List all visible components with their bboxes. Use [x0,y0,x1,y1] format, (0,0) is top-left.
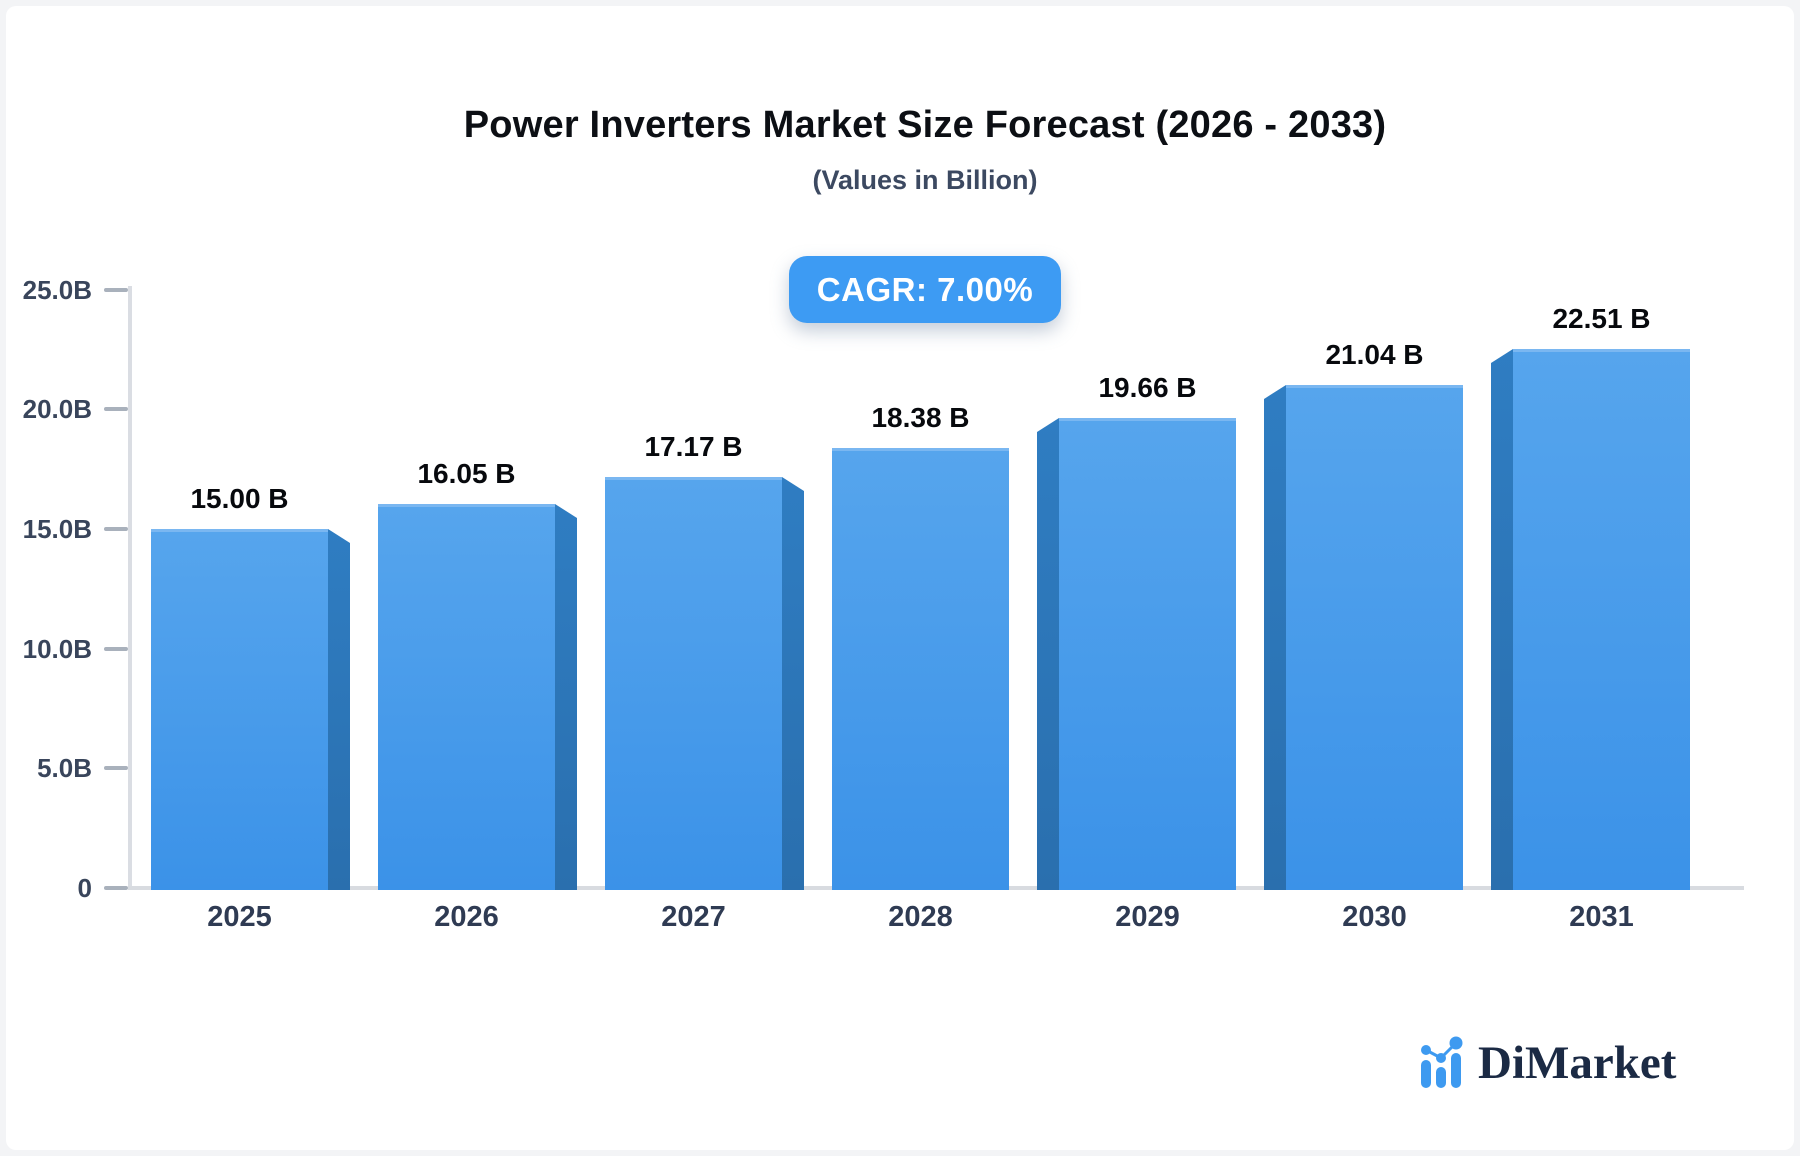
x-axis-label: 2031 [1569,901,1634,933]
y-axis-tick: 25.0B [0,274,130,306]
y-axis-tick-dash [104,886,128,890]
x-axis-label: 2026 [434,901,499,933]
y-axis-tick-label: 25.0B [22,275,92,305]
bar [1286,385,1463,890]
bar-3d-side [555,504,577,890]
bar-value-label: 17.17 B [644,431,743,462]
y-axis-tick-dash [104,527,128,531]
chart-subtitle: (Values in Billion) [812,165,1038,195]
bar [1513,349,1690,890]
bar [378,504,555,890]
y-axis-tick: 15.0B [0,513,130,545]
bar-group: 21.04 B 2030 [1264,0,1485,1156]
bar [832,448,1009,890]
y-axis-tick: 0 [0,872,130,904]
cagr-badge: CAGR: 7.00% [789,256,1061,323]
y-axis-tick-label: 0 [77,873,92,903]
chart-header: Power Inverters Market Size Forecast (20… [110,0,1740,196]
y-axis-tick-dash [104,766,128,770]
bar-group: 22.51 B 2031 [1491,0,1712,1156]
bar-value-label: 21.04 B [1325,339,1424,370]
bar-value-label: 16.05 B [417,458,516,489]
y-axis-tick-dash [104,407,128,411]
y-axis-tick: 5.0B [0,752,130,784]
bar-value-label: 22.51 B [1552,303,1651,334]
x-axis-label: 2028 [888,901,953,933]
y-axis-tick-label: 10.0B [22,634,92,664]
x-axis-label: 2025 [207,901,272,933]
x-axis-label: 2027 [661,901,726,933]
bar-3d-side [782,477,804,890]
y-axis-tick-label: 5.0B [37,753,92,783]
bar-value-label: 18.38 B [871,402,970,433]
chart-title: Power Inverters Market Size Forecast (20… [463,104,1387,146]
bar-group: 16.05 B 2026 [356,0,577,1156]
bar-group: 18.38 B 2028 [810,0,1031,1156]
bar [1059,418,1236,890]
bar-group: 19.66 B 2029 [1037,0,1258,1156]
brand-name: DiMarket [1478,1037,1677,1089]
y-axis-tick: 20.0B [0,393,130,425]
bar [605,477,782,890]
mini-bar-line-chart-icon [1421,1036,1463,1088]
x-axis-label: 2030 [1342,901,1407,933]
y-axis-tick-dash [104,647,128,651]
bar-3d-side [1264,385,1286,890]
y-axis-tick: 10.0B [0,633,130,665]
bar-3d-side [328,529,350,890]
y-axis-tick-label: 15.0B [22,514,92,544]
bar-group: 17.17 B 2027 [583,0,804,1156]
bar-3d-side [1491,349,1513,890]
bar-3d-side [1037,418,1059,890]
y-axis-tick-label: 20.0B [22,394,92,424]
bar-value-label: 15.00 B [190,483,289,514]
bar [151,529,328,890]
x-axis-label: 2029 [1115,901,1180,933]
y-axis-tick-dash [104,288,128,292]
bar-group: 15.00 B 2025 [129,0,350,1156]
y-axis-line [128,286,132,890]
bar-value-label: 19.66 B [1098,372,1197,403]
brand-logo: DiMarket [1421,1035,1676,1088]
